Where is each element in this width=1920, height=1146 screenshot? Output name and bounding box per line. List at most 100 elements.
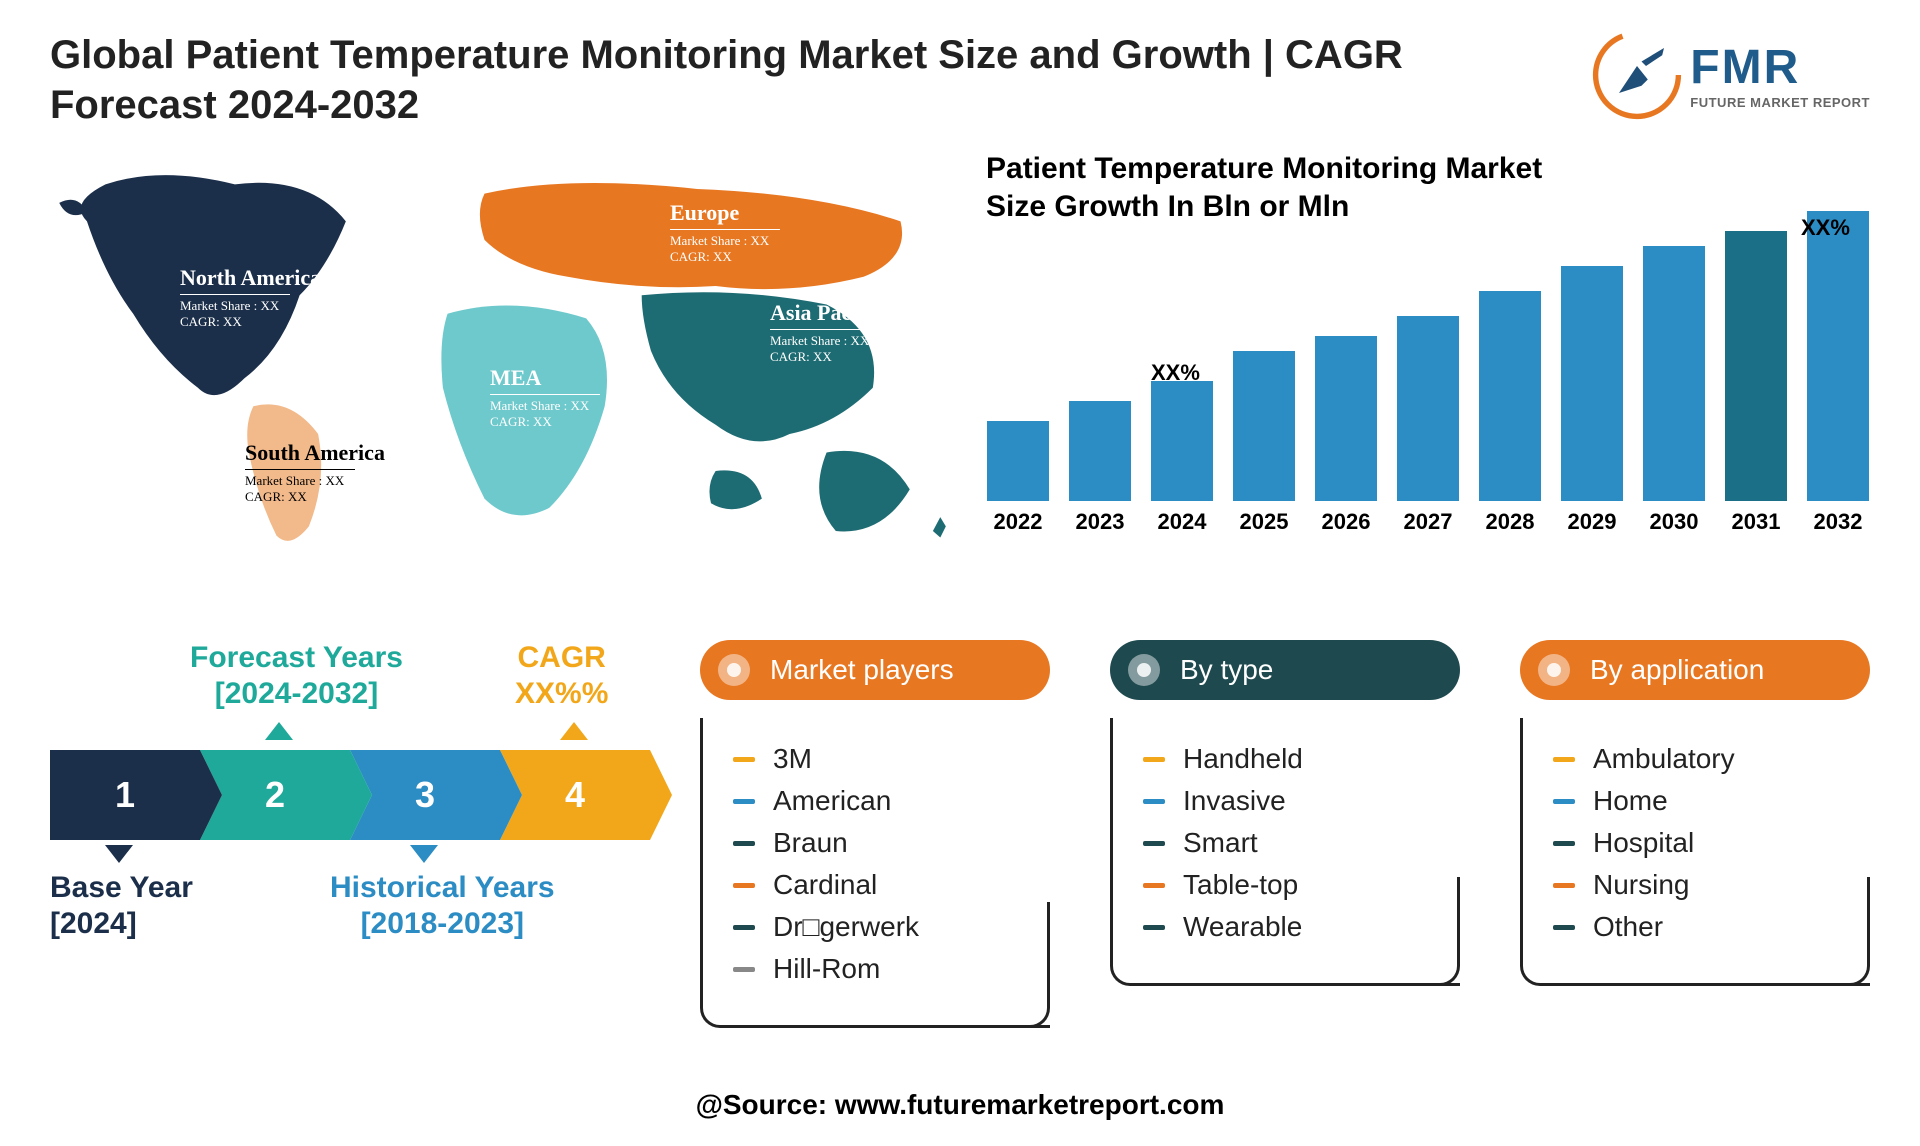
list-item: Home bbox=[1553, 785, 1870, 817]
tl-caption-historical: Historical Years [2018-2023] bbox=[330, 870, 555, 942]
arrow-up-icon bbox=[560, 722, 588, 740]
pill-dot-icon bbox=[1538, 654, 1570, 686]
region-name: Europe bbox=[670, 200, 780, 226]
bar bbox=[1397, 316, 1459, 501]
list-item-text: Cardinal bbox=[773, 869, 877, 901]
list-item-text: Braun bbox=[773, 827, 848, 859]
region-cagr: CAGR: XX bbox=[180, 314, 321, 330]
region-label-mea: MEAMarket Share : XXCAGR: XX bbox=[490, 365, 600, 430]
bar bbox=[1561, 266, 1623, 501]
region-name: South America bbox=[245, 440, 385, 466]
region-nz-shape bbox=[933, 517, 946, 537]
tick-icon bbox=[1553, 757, 1575, 762]
timeline: Forecast Years [2024-2032] CAGR XX%% 123… bbox=[50, 640, 660, 840]
region-name: North America bbox=[180, 265, 321, 291]
list-item: Handheld bbox=[1143, 743, 1460, 775]
list-item-text: Table-top bbox=[1183, 869, 1298, 901]
list-item-text: Hill-Rom bbox=[773, 953, 880, 985]
list-item: Hill-Rom bbox=[733, 953, 1050, 985]
list-item-text: Other bbox=[1593, 911, 1663, 943]
tick-icon bbox=[1143, 757, 1165, 762]
segment-lists: Market players 3M American Braun Cardinal Dr□… bbox=[700, 640, 1870, 1028]
list-item-text: Smart bbox=[1183, 827, 1258, 859]
tick-icon bbox=[733, 841, 755, 846]
bar-col: 2027 bbox=[1396, 316, 1460, 535]
pill-type: By type bbox=[1110, 640, 1460, 700]
bar-year-label: 2030 bbox=[1650, 509, 1699, 535]
bar-year-label: 2028 bbox=[1486, 509, 1535, 535]
pill-players: Market players bbox=[700, 640, 1050, 700]
bar-col: 2025 bbox=[1232, 351, 1296, 535]
tl-forecast-l2: [2024-2032] bbox=[190, 676, 403, 712]
timeline-segment-1: 1 bbox=[50, 750, 200, 840]
list-item: Wearable bbox=[1143, 911, 1460, 943]
tick-icon bbox=[733, 799, 755, 804]
region-cagr: CAGR: XX bbox=[490, 414, 600, 430]
tick-icon bbox=[733, 883, 755, 888]
timeline-segment-2: 2 bbox=[200, 750, 350, 840]
bar bbox=[987, 421, 1049, 501]
bar bbox=[1807, 211, 1869, 501]
region-label-eu: EuropeMarket Share : XXCAGR: XX bbox=[670, 200, 780, 265]
list-item-text: 3M bbox=[773, 743, 812, 775]
bar bbox=[1725, 231, 1787, 501]
list-item: Smart bbox=[1143, 827, 1460, 859]
bar-year-label: 2029 bbox=[1568, 509, 1617, 535]
list-item-text: Nursing bbox=[1593, 869, 1689, 901]
bar bbox=[1315, 336, 1377, 501]
pill-title: Market players bbox=[770, 654, 954, 686]
list-item-text: Home bbox=[1593, 785, 1668, 817]
tl-cagr-l1: CAGR bbox=[518, 641, 606, 674]
list-item-text: American bbox=[773, 785, 891, 817]
arrow-up-icon bbox=[265, 722, 293, 740]
region-cagr: CAGR: XX bbox=[770, 349, 881, 365]
list-item: Cardinal bbox=[733, 869, 1050, 901]
fmr-logo: FMR FUTURE MARKET REPORT bbox=[1592, 30, 1870, 120]
list-item-text: Ambulatory bbox=[1593, 743, 1735, 775]
tick-icon bbox=[733, 757, 755, 762]
bar-year-label: 2023 bbox=[1076, 509, 1125, 535]
list-item: Nursing bbox=[1553, 869, 1870, 901]
list-item: Hospital bbox=[1553, 827, 1870, 859]
tl-hist-l2: [2018-2023] bbox=[330, 906, 555, 942]
chart-bars: 2022202320242025202620272028202920302031… bbox=[986, 235, 1870, 535]
list-item-text: Invasive bbox=[1183, 785, 1286, 817]
fmr-logo-icon bbox=[1592, 30, 1682, 120]
tick-icon bbox=[1553, 799, 1575, 804]
tl-forecast-l1: Forecast Years bbox=[190, 641, 403, 674]
region-name: MEA bbox=[490, 365, 600, 391]
tick-icon bbox=[1553, 841, 1575, 846]
bar-col: 2026 bbox=[1314, 336, 1378, 535]
tick-icon bbox=[733, 967, 755, 972]
list-item: Other bbox=[1553, 911, 1870, 943]
bar bbox=[1151, 381, 1213, 501]
list-item-text: Handheld bbox=[1183, 743, 1303, 775]
region-cagr: CAGR: XX bbox=[245, 489, 385, 505]
logo-text-fmr: FMR bbox=[1690, 40, 1870, 95]
list-col-players: Market players 3M American Braun Cardinal Dr□… bbox=[700, 640, 1050, 1028]
tick-icon bbox=[1553, 925, 1575, 930]
world-map: North AmericaMarket Share : XXCAGR: XXSo… bbox=[50, 150, 956, 570]
bar-col: 2031 bbox=[1724, 231, 1788, 535]
list-col-app: By applicationAmbulatoryHomeHospitalNurs… bbox=[1520, 640, 1870, 1028]
list-item-text: Dr□gerwerk bbox=[773, 911, 919, 943]
bar-year-label: 2024 bbox=[1158, 509, 1207, 535]
list-wrap: Handheld Invasive Smart Table-top Wearable bbox=[1110, 718, 1460, 986]
arrow-down-icon bbox=[410, 845, 438, 863]
bar-year-label: 2025 bbox=[1240, 509, 1289, 535]
bar-col: 2022 bbox=[986, 421, 1050, 535]
logo-text-sub: FUTURE MARKET REPORT bbox=[1690, 95, 1870, 110]
tl-base-l1: Base Year bbox=[50, 871, 193, 904]
list-item-text: Wearable bbox=[1183, 911, 1302, 943]
source-attribution: @Source: www.futuremarketreport.com bbox=[0, 1089, 1920, 1121]
tick-icon bbox=[1553, 883, 1575, 888]
tick-icon bbox=[1143, 883, 1165, 888]
region-cagr: CAGR: XX bbox=[670, 249, 780, 265]
region-label-ap: Asia PacificMarket Share : XXCAGR: XX bbox=[770, 300, 881, 365]
list-item: Ambulatory bbox=[1553, 743, 1870, 775]
tl-caption-forecast: Forecast Years [2024-2032] bbox=[190, 640, 403, 712]
tick-icon bbox=[1143, 841, 1165, 846]
tl-hist-l1: Historical Years bbox=[330, 871, 555, 904]
tick-icon bbox=[733, 925, 755, 930]
bar-annotation: XX% bbox=[1801, 215, 1850, 241]
